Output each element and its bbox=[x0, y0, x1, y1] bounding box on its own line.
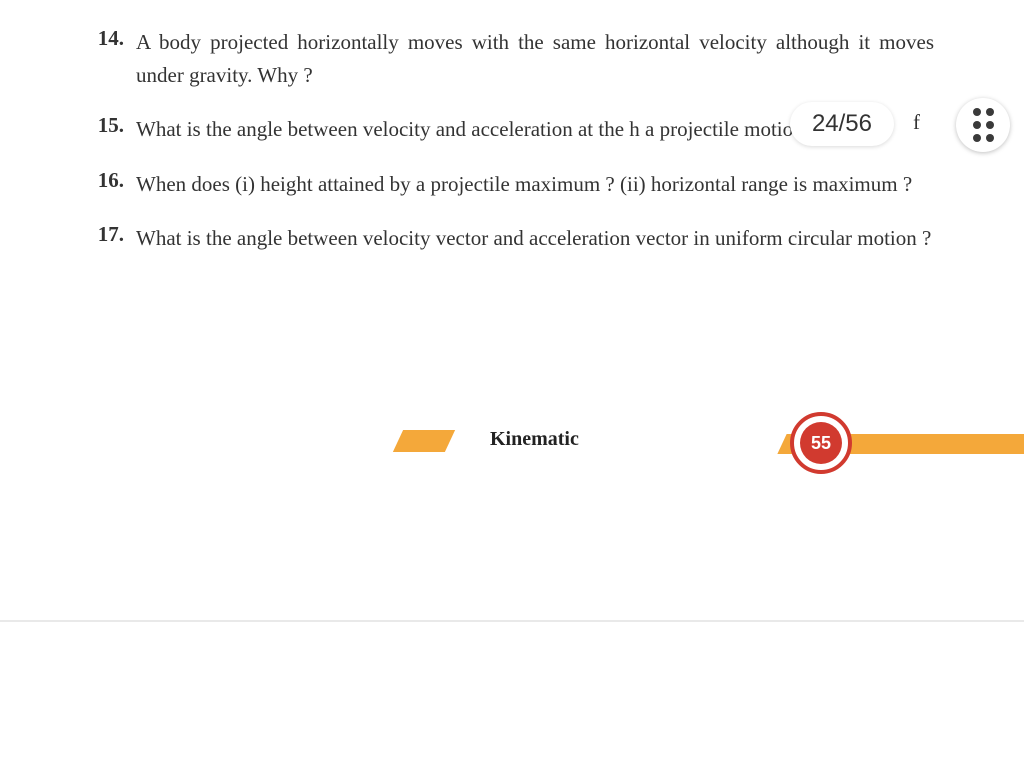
question-text: A body projected horizontally moves with… bbox=[136, 26, 934, 91]
grip-dot-icon bbox=[986, 121, 994, 129]
question-number: 16. bbox=[80, 168, 136, 201]
question-number: 15. bbox=[80, 113, 136, 146]
question-number: 14. bbox=[80, 26, 136, 91]
more-options-button[interactable] bbox=[956, 98, 1010, 152]
grip-dot-icon bbox=[986, 134, 994, 142]
footer-banner: Kinematic 55 bbox=[0, 410, 1024, 470]
grip-dot-icon bbox=[986, 108, 994, 116]
page-number-badge: 55 bbox=[790, 412, 852, 474]
question-item: 17. What is the angle between velocity v… bbox=[80, 222, 934, 255]
decorative-parallelogram-icon bbox=[393, 430, 455, 452]
page-number: 55 bbox=[800, 422, 842, 464]
question-text: What is the angle between velocity vecto… bbox=[136, 222, 934, 255]
grip-dot-icon bbox=[973, 121, 981, 129]
obscured-text-fragment: f bbox=[913, 110, 920, 135]
question-item: 14. A body projected horizontally moves … bbox=[80, 26, 934, 91]
question-number: 17. bbox=[80, 222, 136, 255]
question-text: When does (i) height attained by a proje… bbox=[136, 168, 934, 201]
divider bbox=[0, 620, 1024, 622]
grip-dot-icon bbox=[973, 108, 981, 116]
page-root: 14. A body projected horizontally moves … bbox=[0, 0, 1024, 766]
grip-dot-icon bbox=[973, 134, 981, 142]
question-item: 16. When does (i) height attained by a p… bbox=[80, 168, 934, 201]
section-title: Kinematic bbox=[490, 428, 579, 451]
page-counter-pill[interactable]: 24/56 bbox=[790, 102, 894, 146]
